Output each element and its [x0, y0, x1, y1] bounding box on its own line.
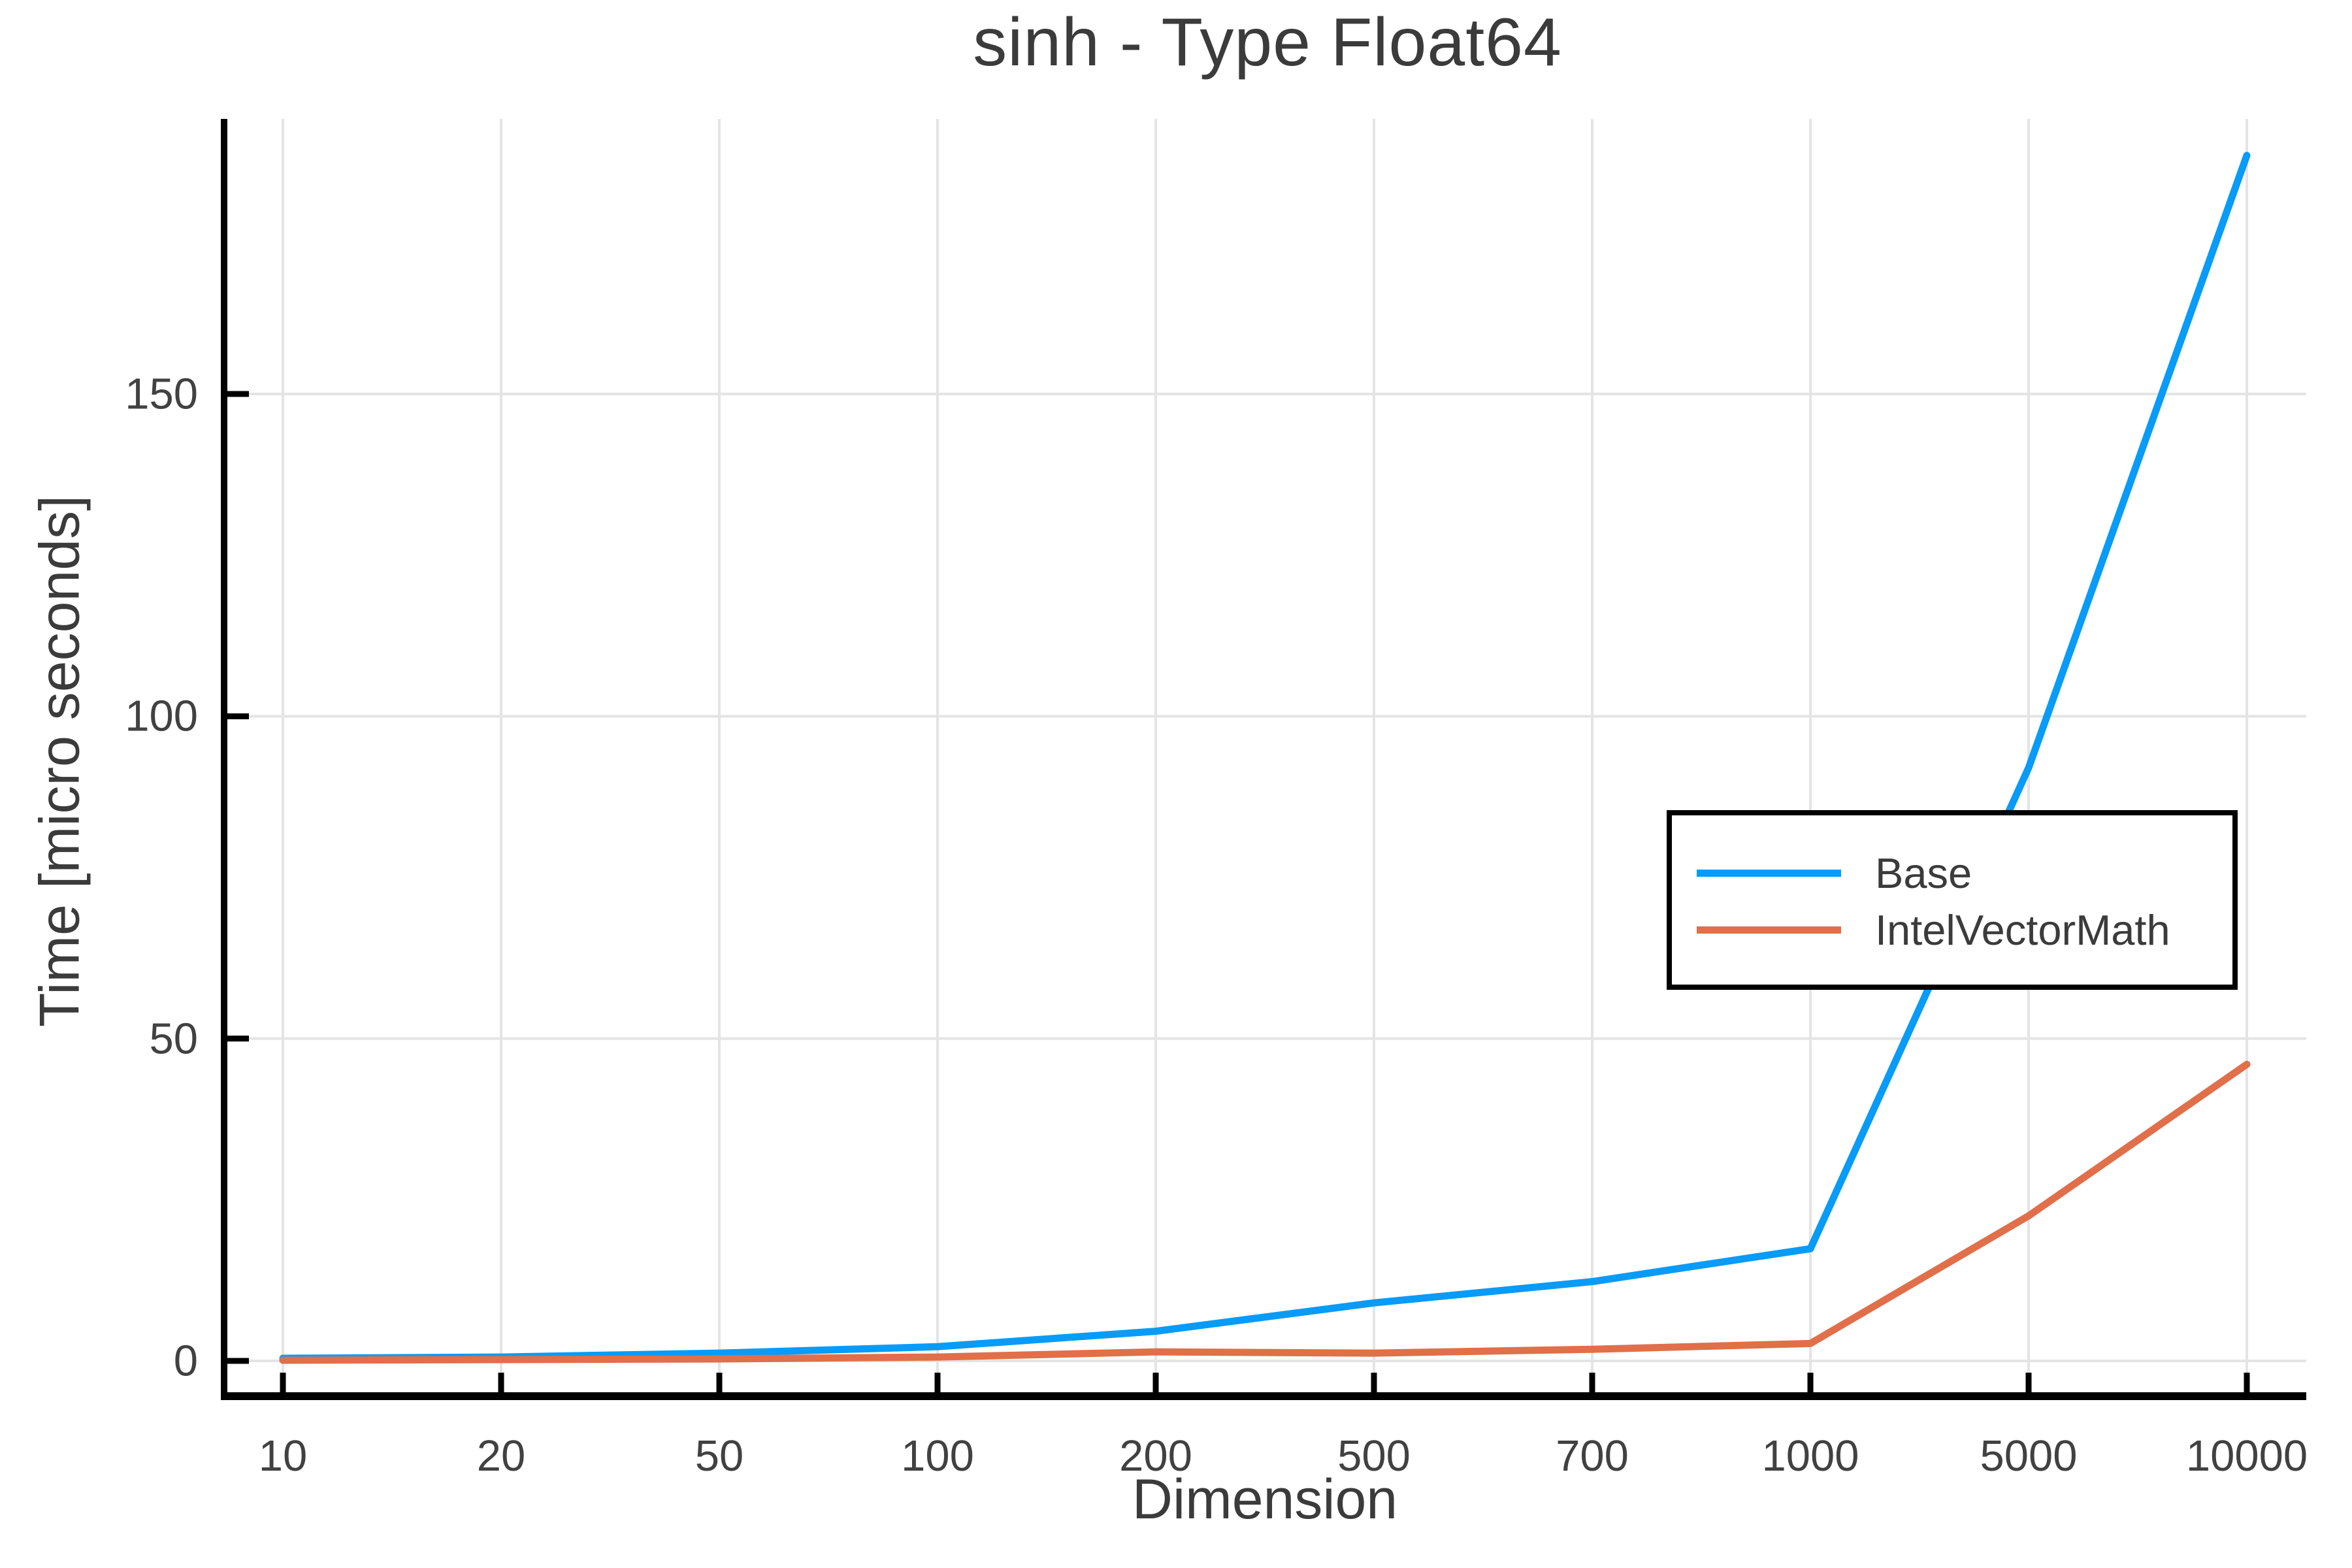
- x-tick-label: 10: [258, 1431, 308, 1480]
- legend-label-intelvectormath: IntelVectorMath: [1875, 906, 2170, 954]
- x-tick-label: 10000: [2185, 1431, 2308, 1480]
- x-tick-label: 1000: [1761, 1431, 1859, 1480]
- gridlines: [224, 119, 2306, 1396]
- chart-title: sinh - Type Float64: [973, 5, 1562, 80]
- x-tick-label: 200: [1119, 1431, 1192, 1480]
- legend-label-base: Base: [1875, 849, 1972, 897]
- series-line-base: [279, 152, 2251, 1362]
- axis-spines: [221, 119, 2306, 1400]
- legend-swatch-intelvectormath: [1697, 926, 1841, 934]
- series-lines: [279, 152, 2251, 1364]
- y-tick-label: 0: [173, 1336, 198, 1386]
- legend: Base IntelVectorMath: [1667, 810, 2238, 990]
- axis-tick-marks: [224, 391, 2250, 1396]
- x-tick-label: 100: [901, 1431, 974, 1480]
- x-tick-label: 500: [1337, 1431, 1411, 1480]
- y-tick-label: 150: [125, 369, 198, 419]
- x-axis-label: Dimension: [1132, 1468, 1398, 1531]
- x-tick-label: 50: [694, 1431, 744, 1480]
- series-line-intelvectormath: [279, 1060, 2251, 1364]
- x-tick-label: 700: [1556, 1431, 1629, 1480]
- y-tick-label: 50: [149, 1014, 198, 1064]
- y-tick-label: 100: [125, 691, 198, 741]
- legend-swatch-base: [1697, 869, 1841, 877]
- legend-entry-intelvectormath: IntelVectorMath: [1697, 906, 2170, 954]
- x-tick-label: 20: [476, 1431, 526, 1480]
- x-tick-label: 5000: [1980, 1431, 2078, 1480]
- legend-entry-base: Base: [1697, 849, 1972, 897]
